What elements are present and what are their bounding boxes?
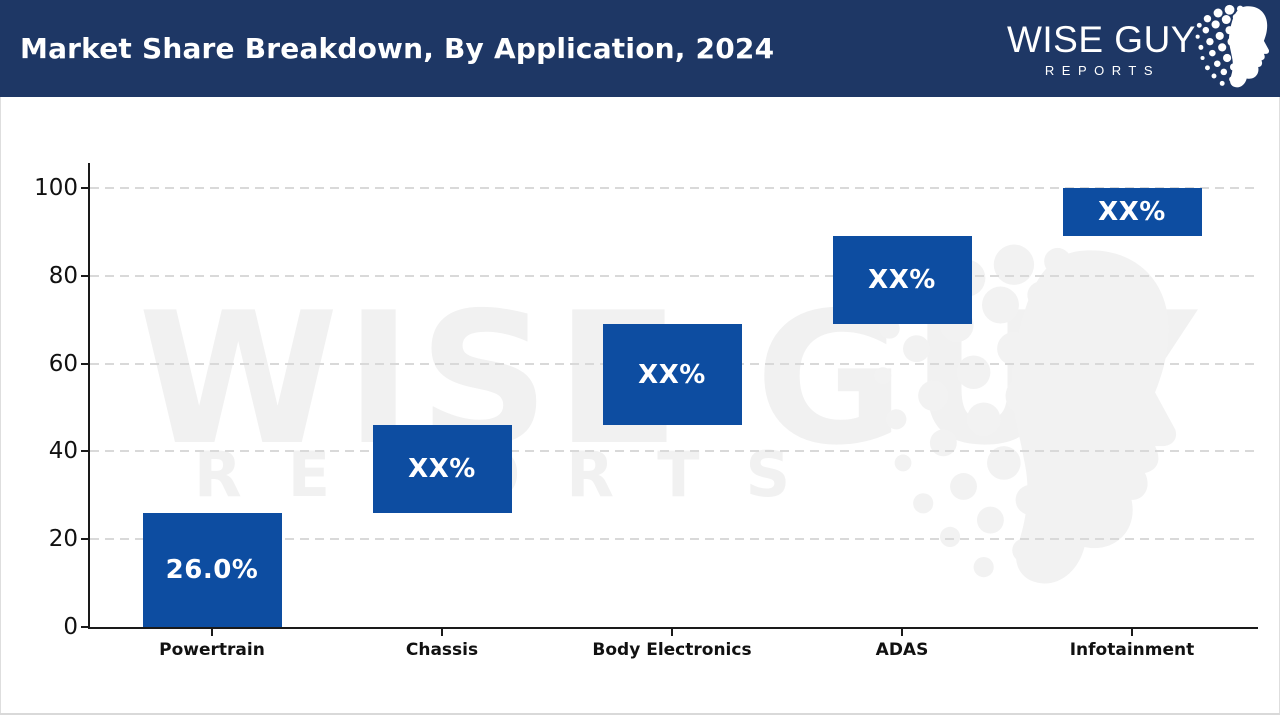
y-gridline: [90, 274, 1257, 277]
y-gridline: [90, 450, 1257, 453]
bar-value-label: XX%: [868, 265, 936, 296]
y-tick-label: 40: [48, 438, 78, 465]
x-tick-mark: [211, 629, 213, 636]
y-gridline: [90, 187, 1257, 189]
logo: WISE GUY REPORTS: [1007, 4, 1274, 94]
bar-chassis: XX%: [372, 425, 512, 513]
x-axis-line: [88, 627, 1258, 629]
bar-value-label: XX%: [1098, 197, 1166, 228]
y-tick-mark: [81, 538, 88, 541]
bar-value-label: XX%: [638, 359, 706, 390]
header-bar: Market Share Breakdown, By Application, …: [0, 0, 1280, 97]
y-tick-mark: [81, 187, 88, 189]
x-tick-mark: [671, 629, 673, 636]
logo-wordmark: WISE GUY: [1006, 18, 1196, 60]
x-tick-label: Chassis: [405, 640, 479, 660]
y-tick-label: 80: [48, 262, 78, 289]
y-tick-mark: [81, 626, 88, 628]
x-tick-mark: [901, 629, 903, 636]
y-tick-mark: [81, 450, 88, 453]
y-axis-line: [88, 163, 90, 629]
y-tick-mark: [81, 362, 88, 365]
logo-text: WISE GUY REPORTS: [1007, 21, 1196, 78]
bar-value-label: 26.0%: [165, 554, 259, 585]
bar-infotainment: XX%: [1062, 188, 1202, 237]
bar-adas: XX%: [832, 236, 972, 325]
bar-powertrain: 26.0%: [142, 512, 282, 627]
x-tick-label: Body Electronics: [592, 640, 752, 660]
x-tick-mark: [1131, 629, 1133, 636]
x-tick-label: Infotainment: [1069, 640, 1195, 660]
bar-value-label: XX%: [408, 453, 476, 484]
y-tick-label: 100: [34, 175, 78, 201]
bar-body-electronics: XX%: [602, 324, 742, 426]
y-gridline: [90, 538, 1257, 541]
chart-title: Market Share Breakdown, By Application, …: [20, 32, 775, 65]
y-tick-label: 0: [63, 614, 78, 640]
y-tick-label: 20: [48, 526, 78, 553]
y-tick-label: 60: [48, 350, 78, 377]
x-tick-mark: [441, 629, 443, 636]
logo-subtext: REPORTS: [1044, 62, 1161, 78]
x-tick-label: Powertrain: [159, 640, 265, 660]
page-border-left: [0, 97, 1, 714]
x-tick-label: ADAS: [875, 640, 929, 660]
y-tick-mark: [81, 274, 88, 277]
bottom-border: [0, 713, 1280, 715]
